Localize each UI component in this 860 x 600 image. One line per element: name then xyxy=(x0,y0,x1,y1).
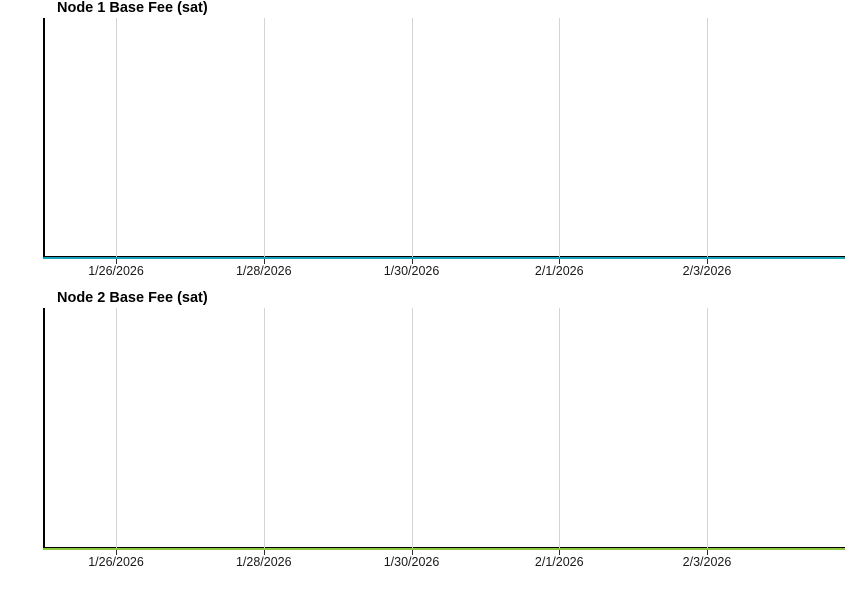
x-axis-tick xyxy=(707,258,708,264)
x-axis-tick xyxy=(263,549,265,555)
x-axis-tick xyxy=(411,258,413,264)
chart-title: Node 1 Base Fee (sat) xyxy=(57,0,208,16)
gridline xyxy=(559,308,561,548)
x-axis-tick-label: 1/28/2026 xyxy=(235,555,292,569)
x-axis-line xyxy=(43,255,845,257)
y-axis-line xyxy=(43,308,45,548)
x-axis-tick-label: 2/1/2026 xyxy=(534,264,584,278)
x-axis-tick-label: 1/30/2026 xyxy=(383,264,440,278)
gridline xyxy=(411,308,413,548)
x-axis-tick-label: 2/3/2026 xyxy=(682,555,732,569)
x-axis-tick xyxy=(559,549,561,555)
gridline xyxy=(116,308,117,548)
gridline xyxy=(263,18,265,257)
gridline xyxy=(263,308,265,548)
x-axis-tick xyxy=(263,258,265,264)
y-axis-line xyxy=(43,18,45,257)
x-axis-tick xyxy=(559,258,561,264)
x-axis-tick-label: 1/26/2026 xyxy=(88,555,144,569)
x-axis-tick xyxy=(411,549,413,555)
x-axis-line xyxy=(43,546,845,548)
x-axis-tick xyxy=(116,258,117,264)
chart-title: Node 2 Base Fee (sat) xyxy=(57,290,208,306)
x-axis-tick xyxy=(707,549,708,555)
gridline xyxy=(116,18,117,257)
x-axis-tick-label: 1/26/2026 xyxy=(88,264,144,278)
plot-area: 1/26/2026 1/28/2026 1/30/2026 2/1/2026 2/3/2… xyxy=(43,18,845,278)
x-axis-tick xyxy=(116,549,117,555)
series-line xyxy=(43,548,845,550)
gridline xyxy=(411,18,413,257)
x-axis-tick-label: 1/28/2026 xyxy=(235,264,292,278)
chart-node-2-base-fee: Node 2 Base Fee (sat) 1/26/2026 1/28/2026… xyxy=(0,290,860,582)
x-axis-tick-label: 1/30/2026 xyxy=(383,555,440,569)
chart-node-1-base-fee: Node 1 Base Fee (sat) 1/26/2026 1/28/2026… xyxy=(0,0,860,290)
x-axis-tick-label: 2/3/2026 xyxy=(682,264,732,278)
plot-area: 1/26/2026 1/28/2026 1/30/2026 2/1/2026 2/3/2… xyxy=(43,308,845,569)
gridline xyxy=(707,308,708,548)
x-axis-tick-label: 2/1/2026 xyxy=(534,555,584,569)
series-line xyxy=(43,257,845,259)
gridline xyxy=(707,18,708,257)
gridline xyxy=(559,18,561,257)
